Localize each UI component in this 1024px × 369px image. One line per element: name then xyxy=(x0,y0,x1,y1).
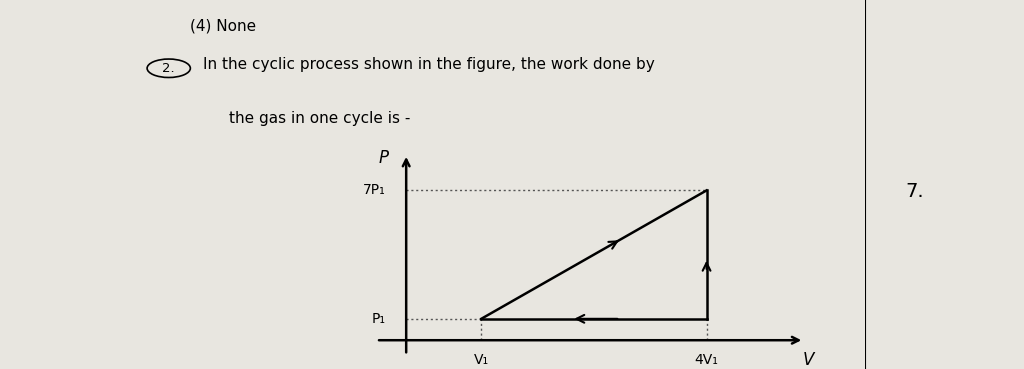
Text: 2.: 2. xyxy=(163,62,175,75)
Text: V: V xyxy=(802,351,814,369)
Text: V₁: V₁ xyxy=(474,353,488,367)
Text: 7.: 7. xyxy=(905,182,924,201)
Text: 4V₁: 4V₁ xyxy=(694,353,719,367)
Text: (4) None: (4) None xyxy=(190,18,256,34)
Text: the gas in one cycle is -: the gas in one cycle is - xyxy=(229,111,411,126)
Text: 7P₁: 7P₁ xyxy=(362,183,385,197)
Text: P₁: P₁ xyxy=(371,312,385,326)
Text: P: P xyxy=(379,149,389,167)
Text: In the cyclic process shown in the figure, the work done by: In the cyclic process shown in the figur… xyxy=(204,57,655,72)
